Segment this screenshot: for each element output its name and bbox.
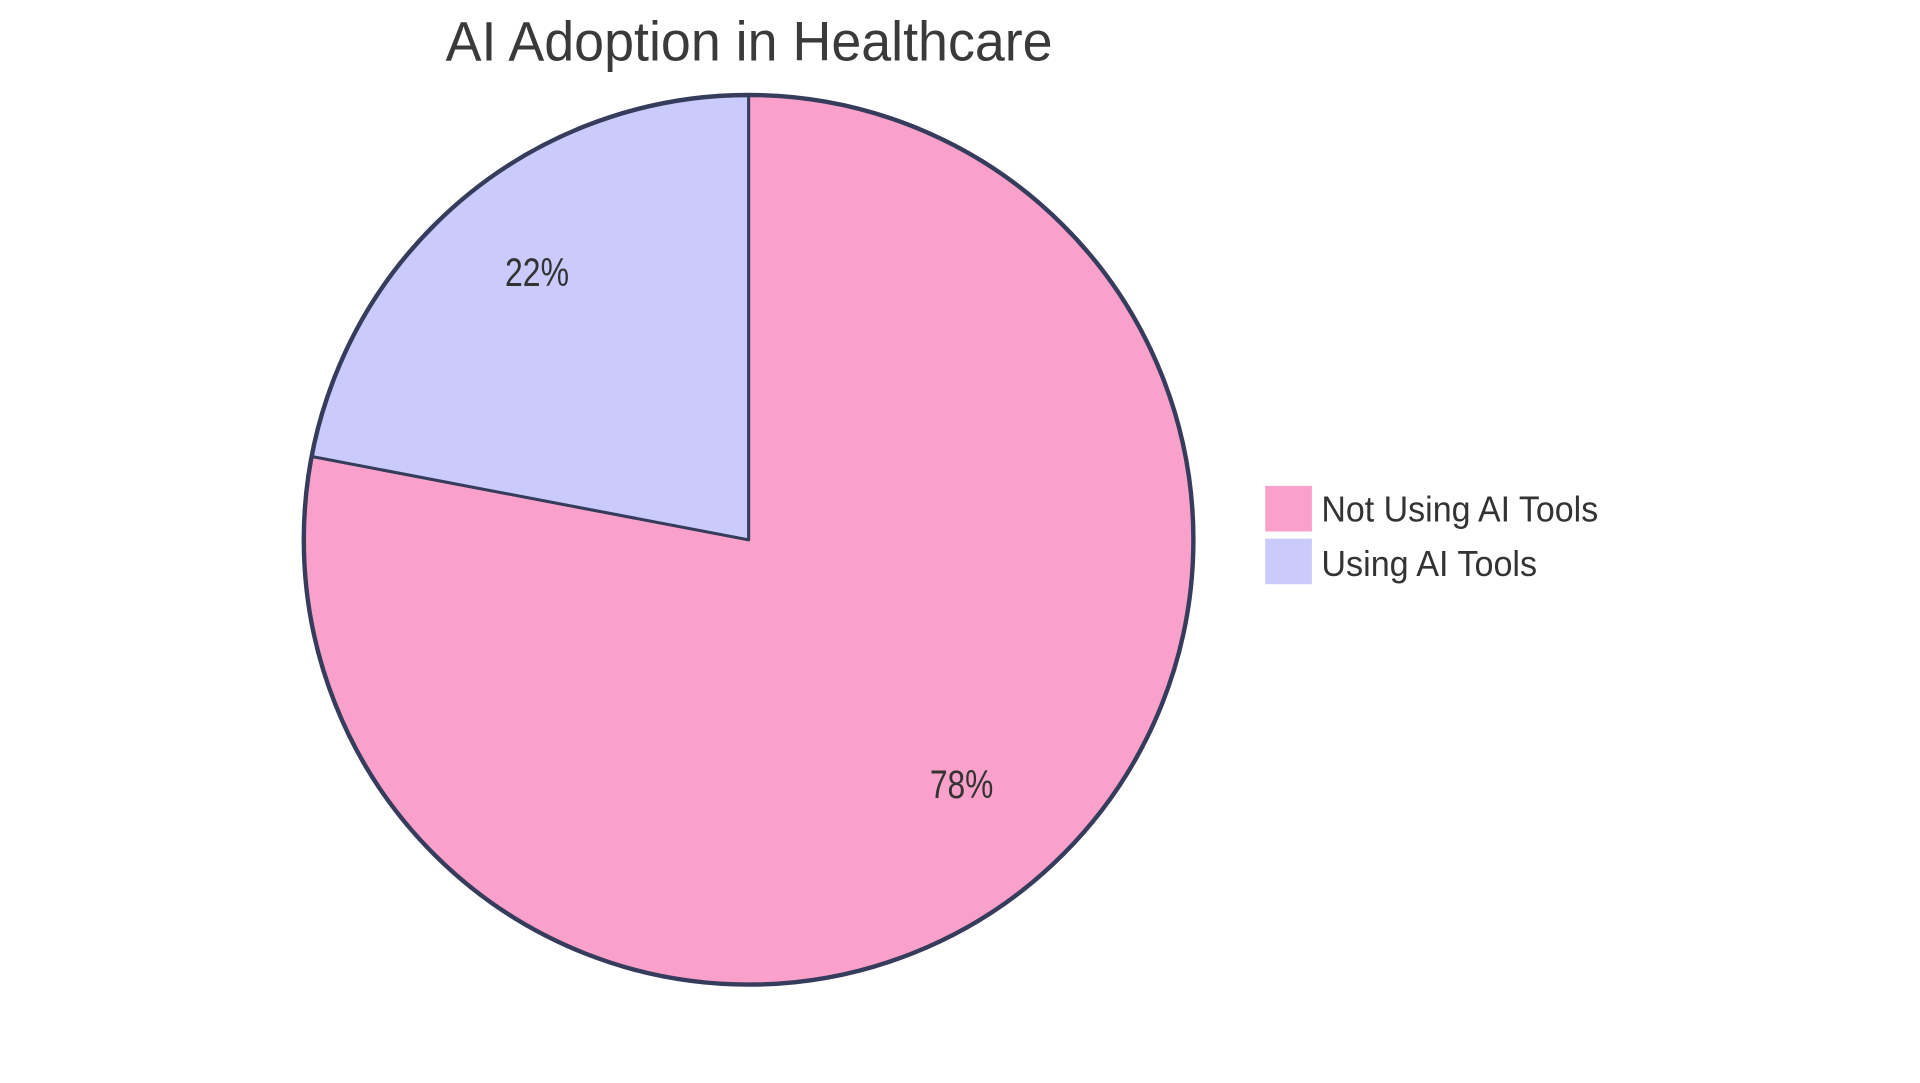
svg-text:Using AI Tools: Using AI Tools <box>1321 543 1537 584</box>
svg-text:22%: 22% <box>505 251 569 295</box>
svg-text:AI Adoption in Healthcare: AI Adoption in Healthcare <box>446 9 1053 72</box>
svg-text:78%: 78% <box>930 763 994 807</box>
svg-text:Not Using AI Tools: Not Using AI Tools <box>1321 489 1598 530</box>
